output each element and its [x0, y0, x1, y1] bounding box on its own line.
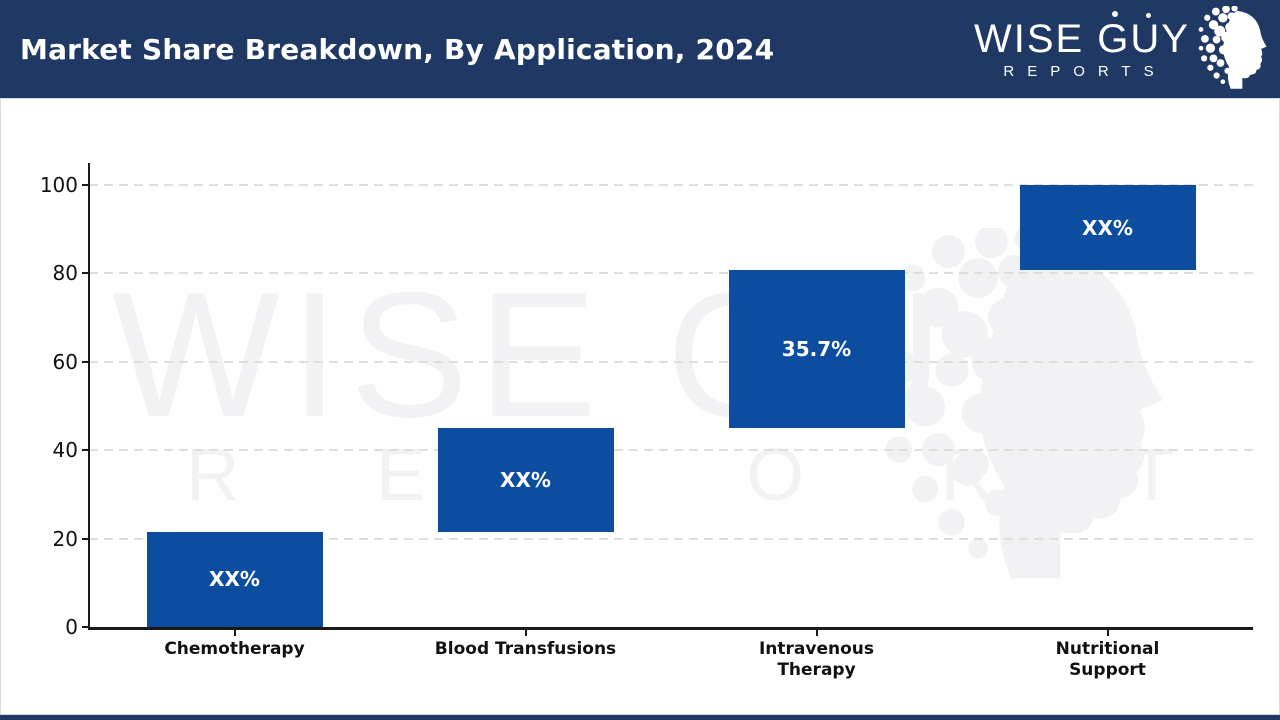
- logo-dot-icon: [1111, 10, 1118, 17]
- y-tick-label: 100: [39, 173, 78, 197]
- logo-dot-icon: [1145, 12, 1151, 18]
- x-tick-mark: [233, 630, 236, 636]
- gridline: [89, 537, 1253, 540]
- y-tick-label: 20: [52, 526, 78, 551]
- x-tick-label: Nutritional Support: [1055, 639, 1160, 681]
- x-axis-line: [88, 627, 1253, 630]
- bar: XX%: [437, 428, 614, 532]
- y-tick-mark: [82, 272, 89, 275]
- footer-bar: [0, 715, 1280, 720]
- y-tick-mark: [82, 449, 89, 452]
- x-tick-label: Chemotherapy: [164, 639, 305, 659]
- gridline: [89, 360, 1253, 363]
- bar: 35.7%: [728, 270, 905, 429]
- brand-logo: WISE GUY REPORTS: [974, 6, 1272, 92]
- chart-title: Market Share Breakdown, By Application, …: [20, 32, 775, 66]
- y-tick-mark: [82, 360, 89, 363]
- y-tick-label: 0: [65, 615, 78, 639]
- brand-logo-text: WISE GUY REPORTS: [973, 10, 1190, 80]
- bar-value-label: 35.7%: [781, 337, 852, 362]
- y-tick-mark: [82, 626, 89, 628]
- header-bar: Market Share Breakdown, By Application, …: [0, 0, 1280, 98]
- bar-value-label: XX%: [209, 567, 260, 592]
- gridline: [89, 449, 1253, 452]
- y-tick-label: 80: [52, 261, 78, 286]
- y-tick-mark: [82, 184, 89, 186]
- bar: XX%: [146, 531, 323, 627]
- gridline: [89, 272, 1253, 275]
- y-tick-label: 40: [52, 438, 78, 463]
- gridline: [89, 184, 1253, 186]
- x-tick-label: Blood Transfusions: [434, 639, 617, 659]
- y-tick-mark: [82, 537, 89, 540]
- logo-head-icon: [1198, 6, 1267, 89]
- x-tick-mark: [815, 630, 818, 636]
- brand-subname: REPORTS: [1003, 62, 1167, 80]
- brand-name: WISE GUY: [973, 16, 1190, 61]
- y-tick-label: 60: [52, 349, 78, 374]
- x-tick-label: Intravenous Therapy: [758, 639, 875, 681]
- y-axis-line: [88, 163, 90, 629]
- bar-value-label: XX%: [1082, 215, 1133, 240]
- x-tick-mark: [1106, 630, 1109, 636]
- bar: XX%: [1019, 185, 1196, 271]
- bar-value-label: XX%: [500, 468, 551, 493]
- x-tick-mark: [524, 630, 527, 636]
